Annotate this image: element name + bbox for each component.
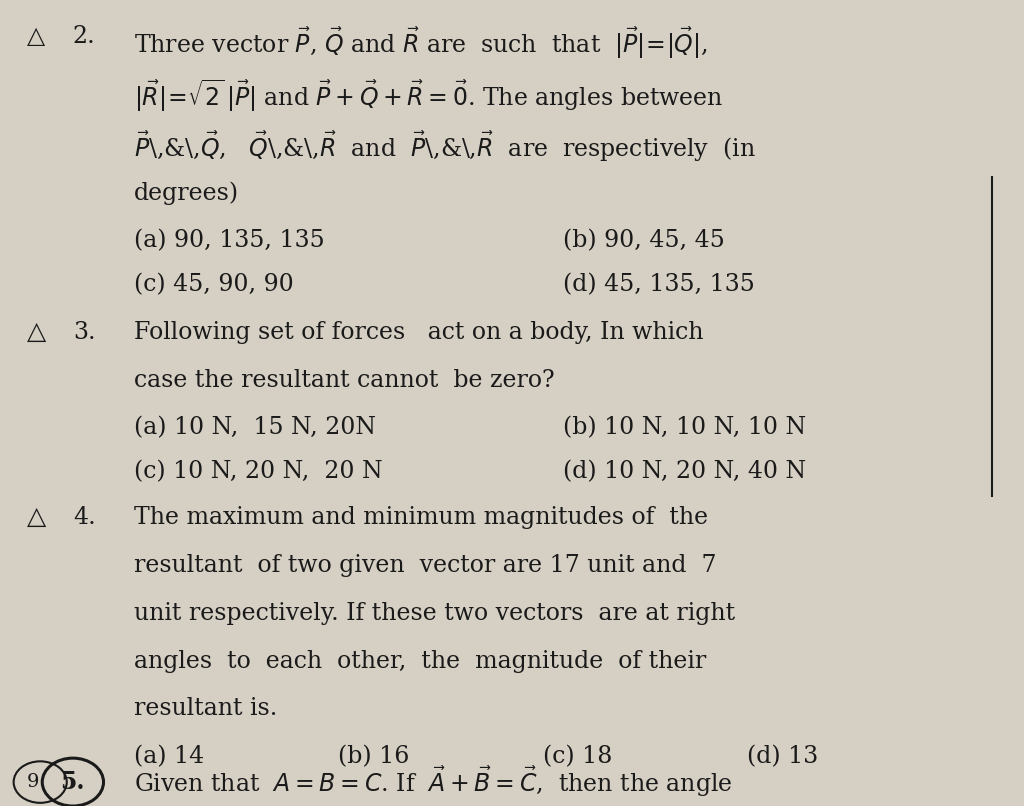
Text: (b) 16: (b) 16 xyxy=(338,746,410,768)
Text: angles  to  each  other,  the  magnitude  of their: angles to each other, the magnitude of t… xyxy=(134,650,707,672)
Text: The maximum and minimum magnitudes of  the: The maximum and minimum magnitudes of th… xyxy=(134,506,709,529)
Text: degrees): degrees) xyxy=(134,181,240,205)
Text: resultant is.: resultant is. xyxy=(134,697,278,721)
Text: case the resultant cannot  be zero?: case the resultant cannot be zero? xyxy=(134,368,555,392)
Text: (c) 10 N, 20 N,  20 N: (c) 10 N, 20 N, 20 N xyxy=(134,460,383,484)
Text: unit respectively. If these two vectors  are at right: unit respectively. If these two vectors … xyxy=(134,601,735,625)
Text: (b) 10 N, 10 N, 10 N: (b) 10 N, 10 N, 10 N xyxy=(563,417,806,439)
Text: (c) 45, 90, 90: (c) 45, 90, 90 xyxy=(134,272,294,296)
Text: $|\vec{R}|\!=\!\sqrt{2}\,|\vec{P}|$ and $\vec{P}+\vec{Q}+\vec{R}=\vec{0}$. The a: $|\vec{R}|\!=\!\sqrt{2}\,|\vec{P}|$ and … xyxy=(134,77,724,114)
Text: 3.: 3. xyxy=(73,321,95,343)
Text: resultant  of two given  vector are 17 unit and  7: resultant of two given vector are 17 uni… xyxy=(134,554,717,577)
Text: $\triangle$: $\triangle$ xyxy=(22,506,48,529)
Text: 2.: 2. xyxy=(73,25,95,48)
Text: (b) 90, 45, 45: (b) 90, 45, 45 xyxy=(563,229,725,252)
Text: (d) 45, 135, 135: (d) 45, 135, 135 xyxy=(563,272,755,296)
Text: (a) 14: (a) 14 xyxy=(134,746,205,768)
Text: $\vec{P}$\,&\,$\vec{Q}$,   $\vec{Q}$\,&\,$\vec{R}$  and  $\vec{P}$\,&\,$\vec{R}$: $\vec{P}$\,&\,$\vec{Q}$, $\vec{Q}$\,&\,$… xyxy=(134,129,756,164)
Text: Following set of forces   act on a body, In which: Following set of forces act on a body, I… xyxy=(134,321,703,343)
Text: (a) 90, 135, 135: (a) 90, 135, 135 xyxy=(134,229,325,252)
Text: 9: 9 xyxy=(27,773,39,791)
Text: $\triangle$: $\triangle$ xyxy=(22,321,48,344)
Text: $\triangle$: $\triangle$ xyxy=(22,25,46,48)
Text: (a) 10 N,  15 N, 20N: (a) 10 N, 15 N, 20N xyxy=(134,417,376,439)
Text: 5.: 5. xyxy=(60,770,85,794)
Text: Given that  $A = B = C$. If  $\vec{A}+\vec{B}=\vec{C}$,  then the angle: Given that $A = B = C$. If $\vec{A}+\vec… xyxy=(134,765,732,800)
Text: Three vector $\vec{P}$, $\vec{Q}$ and $\vec{R}$ are  such  that  $|\vec{P}|\!=\!: Three vector $\vec{P}$, $\vec{Q}$ and $\… xyxy=(134,25,708,61)
Text: (d) 13: (d) 13 xyxy=(746,746,818,768)
Text: (c) 18: (c) 18 xyxy=(543,746,612,768)
Text: (d) 10 N, 20 N, 40 N: (d) 10 N, 20 N, 40 N xyxy=(563,460,806,484)
Text: 4.: 4. xyxy=(73,506,95,529)
